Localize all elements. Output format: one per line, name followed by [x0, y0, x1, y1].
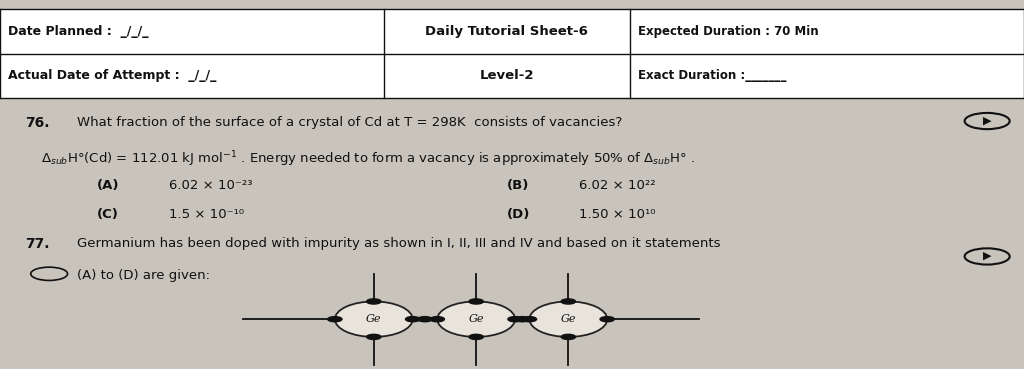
- Text: $\Delta_{sub}$H°(Cd) = 112.01 kJ mol$^{-1}$ . Energy needed to form a vacancy is: $\Delta_{sub}$H°(Cd) = 112.01 kJ mol$^{-…: [41, 149, 695, 169]
- Text: Actual Date of Attempt :  _/_/_: Actual Date of Attempt : _/_/_: [8, 69, 216, 82]
- Circle shape: [367, 299, 381, 304]
- Text: 1.5 × 10⁻¹⁰: 1.5 × 10⁻¹⁰: [169, 208, 244, 221]
- Text: Expected Duration : 70 Min: Expected Duration : 70 Min: [638, 25, 818, 38]
- Circle shape: [367, 334, 381, 339]
- Circle shape: [418, 317, 432, 322]
- Text: Level-2: Level-2: [479, 69, 535, 82]
- Circle shape: [469, 299, 483, 304]
- Text: ▶: ▶: [983, 251, 991, 261]
- Text: (B): (B): [507, 179, 529, 192]
- Text: Ge: Ge: [366, 314, 382, 324]
- Text: Date Planned :  _/_/_: Date Planned : _/_/_: [8, 25, 148, 38]
- Ellipse shape: [335, 301, 413, 337]
- Circle shape: [328, 317, 342, 322]
- Circle shape: [469, 334, 483, 339]
- Text: Exact Duration :_______: Exact Duration :_______: [638, 69, 786, 82]
- Text: Daily Tutorial Sheet-6: Daily Tutorial Sheet-6: [425, 25, 589, 38]
- Text: What fraction of the surface of a crystal of Cd at T = 298K  consists of vacanci: What fraction of the surface of a crysta…: [77, 116, 622, 129]
- Text: 76.: 76.: [26, 116, 50, 130]
- Text: (C): (C): [97, 208, 119, 221]
- Ellipse shape: [529, 301, 607, 337]
- Text: ▶: ▶: [983, 115, 991, 126]
- Text: (A) to (D) are given:: (A) to (D) are given:: [77, 269, 210, 282]
- Text: 77.: 77.: [26, 237, 50, 251]
- Text: 1.50 × 10¹⁰: 1.50 × 10¹⁰: [579, 208, 655, 221]
- Bar: [0, 9, 1024, 98]
- Text: Ge: Ge: [560, 314, 577, 324]
- Text: (A): (A): [97, 179, 120, 192]
- Text: 6.02 × 10⁻²³: 6.02 × 10⁻²³: [169, 179, 253, 192]
- Circle shape: [515, 317, 529, 322]
- Circle shape: [600, 317, 614, 322]
- Circle shape: [561, 299, 575, 304]
- Circle shape: [430, 317, 444, 322]
- Text: (D): (D): [507, 208, 530, 221]
- Circle shape: [522, 317, 537, 322]
- Ellipse shape: [437, 301, 515, 337]
- Circle shape: [406, 317, 420, 322]
- Circle shape: [508, 317, 522, 322]
- Text: Germanium has been doped with impurity as shown in I, II, III and IV and based o: Germanium has been doped with impurity a…: [77, 237, 720, 250]
- Circle shape: [561, 334, 575, 339]
- Text: Ge: Ge: [468, 314, 484, 324]
- Text: 6.02 × 10²²: 6.02 × 10²²: [579, 179, 655, 192]
